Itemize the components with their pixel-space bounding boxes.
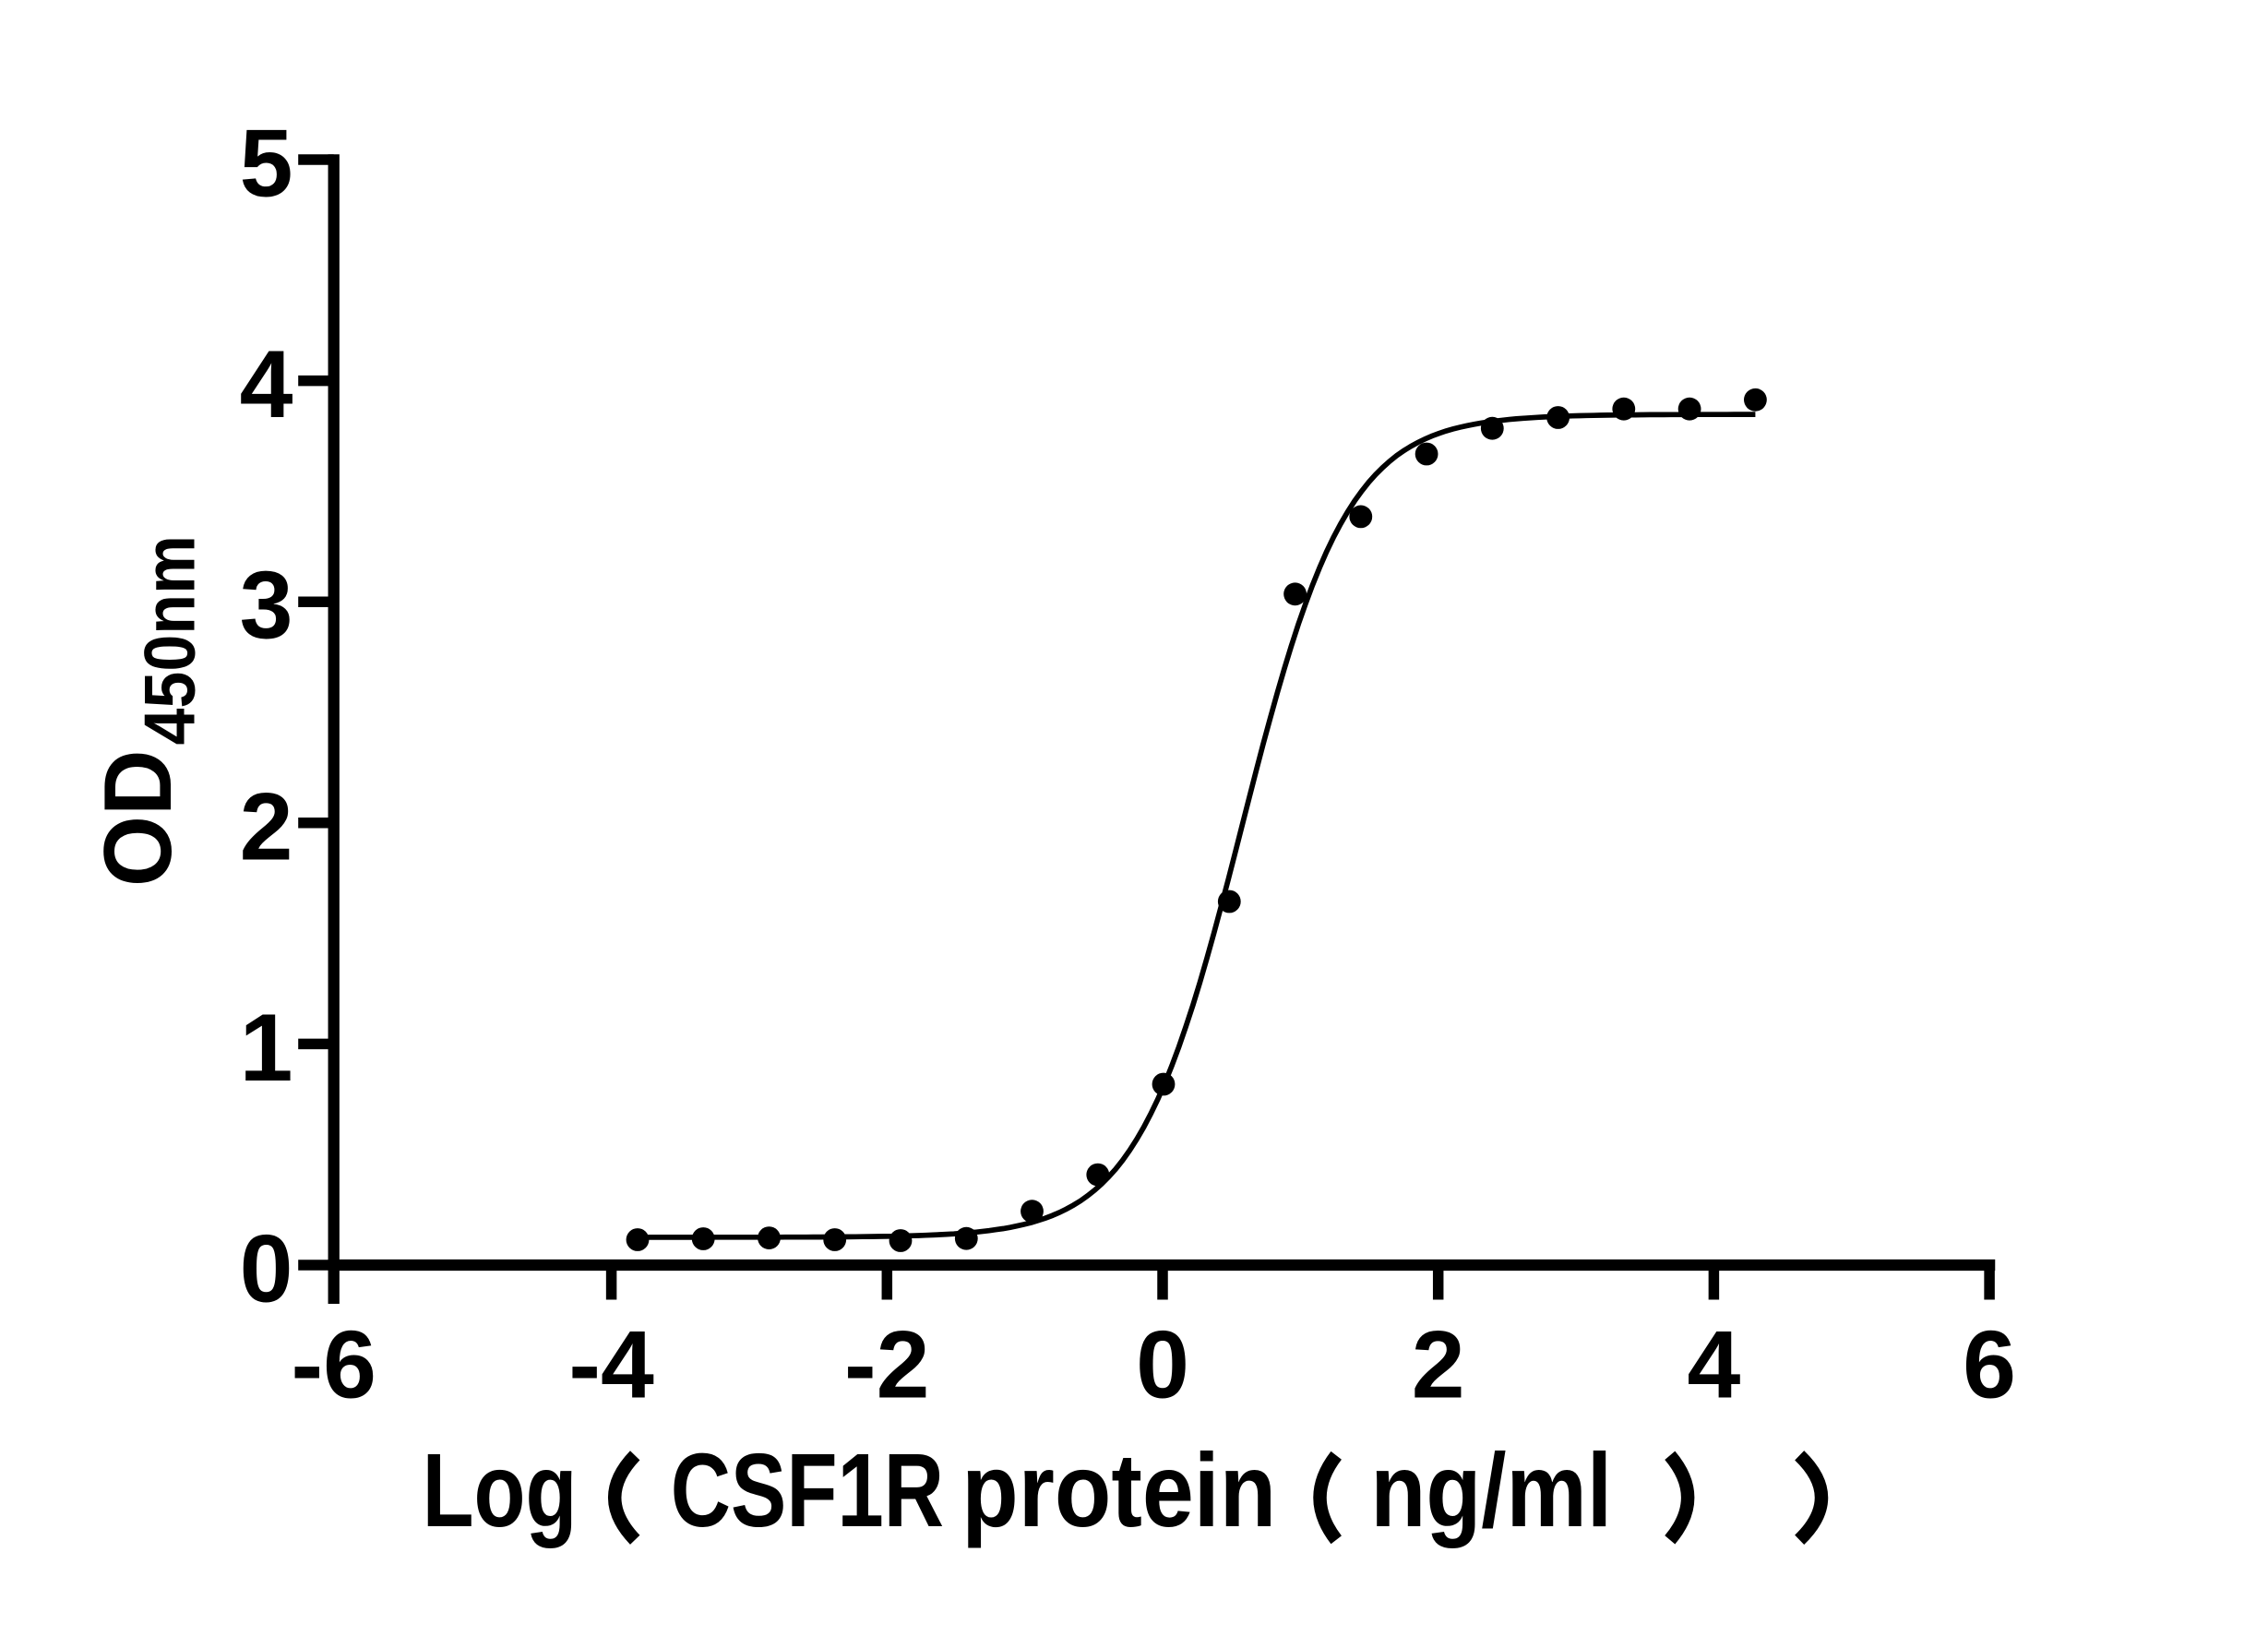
svg-text:protein: protein (961, 1432, 1276, 1549)
svg-text:-6: -6 (291, 1311, 376, 1418)
svg-text:4: 4 (1687, 1311, 1740, 1418)
svg-text:CSF1R: CSF1R (671, 1431, 944, 1548)
svg-text:0: 0 (240, 1216, 293, 1323)
svg-text:0: 0 (1136, 1311, 1189, 1418)
svg-text:Log: Log (423, 1432, 578, 1548)
svg-text:5: 5 (240, 111, 293, 218)
svg-text:3: 3 (240, 553, 293, 660)
svg-text:2: 2 (1412, 1311, 1465, 1418)
svg-text:ng/ml: ng/ml (1370, 1433, 1612, 1549)
svg-text:450nm: 450nm (129, 535, 209, 745)
svg-text:-4: -4 (568, 1311, 654, 1418)
svg-text:6: 6 (1963, 1311, 2016, 1418)
svg-text:2: 2 (240, 773, 293, 880)
svg-text:1: 1 (240, 995, 293, 1102)
svg-text:4: 4 (240, 331, 293, 438)
svg-text:-2: -2 (844, 1311, 929, 1418)
svg-text:OD: OD (84, 750, 192, 887)
